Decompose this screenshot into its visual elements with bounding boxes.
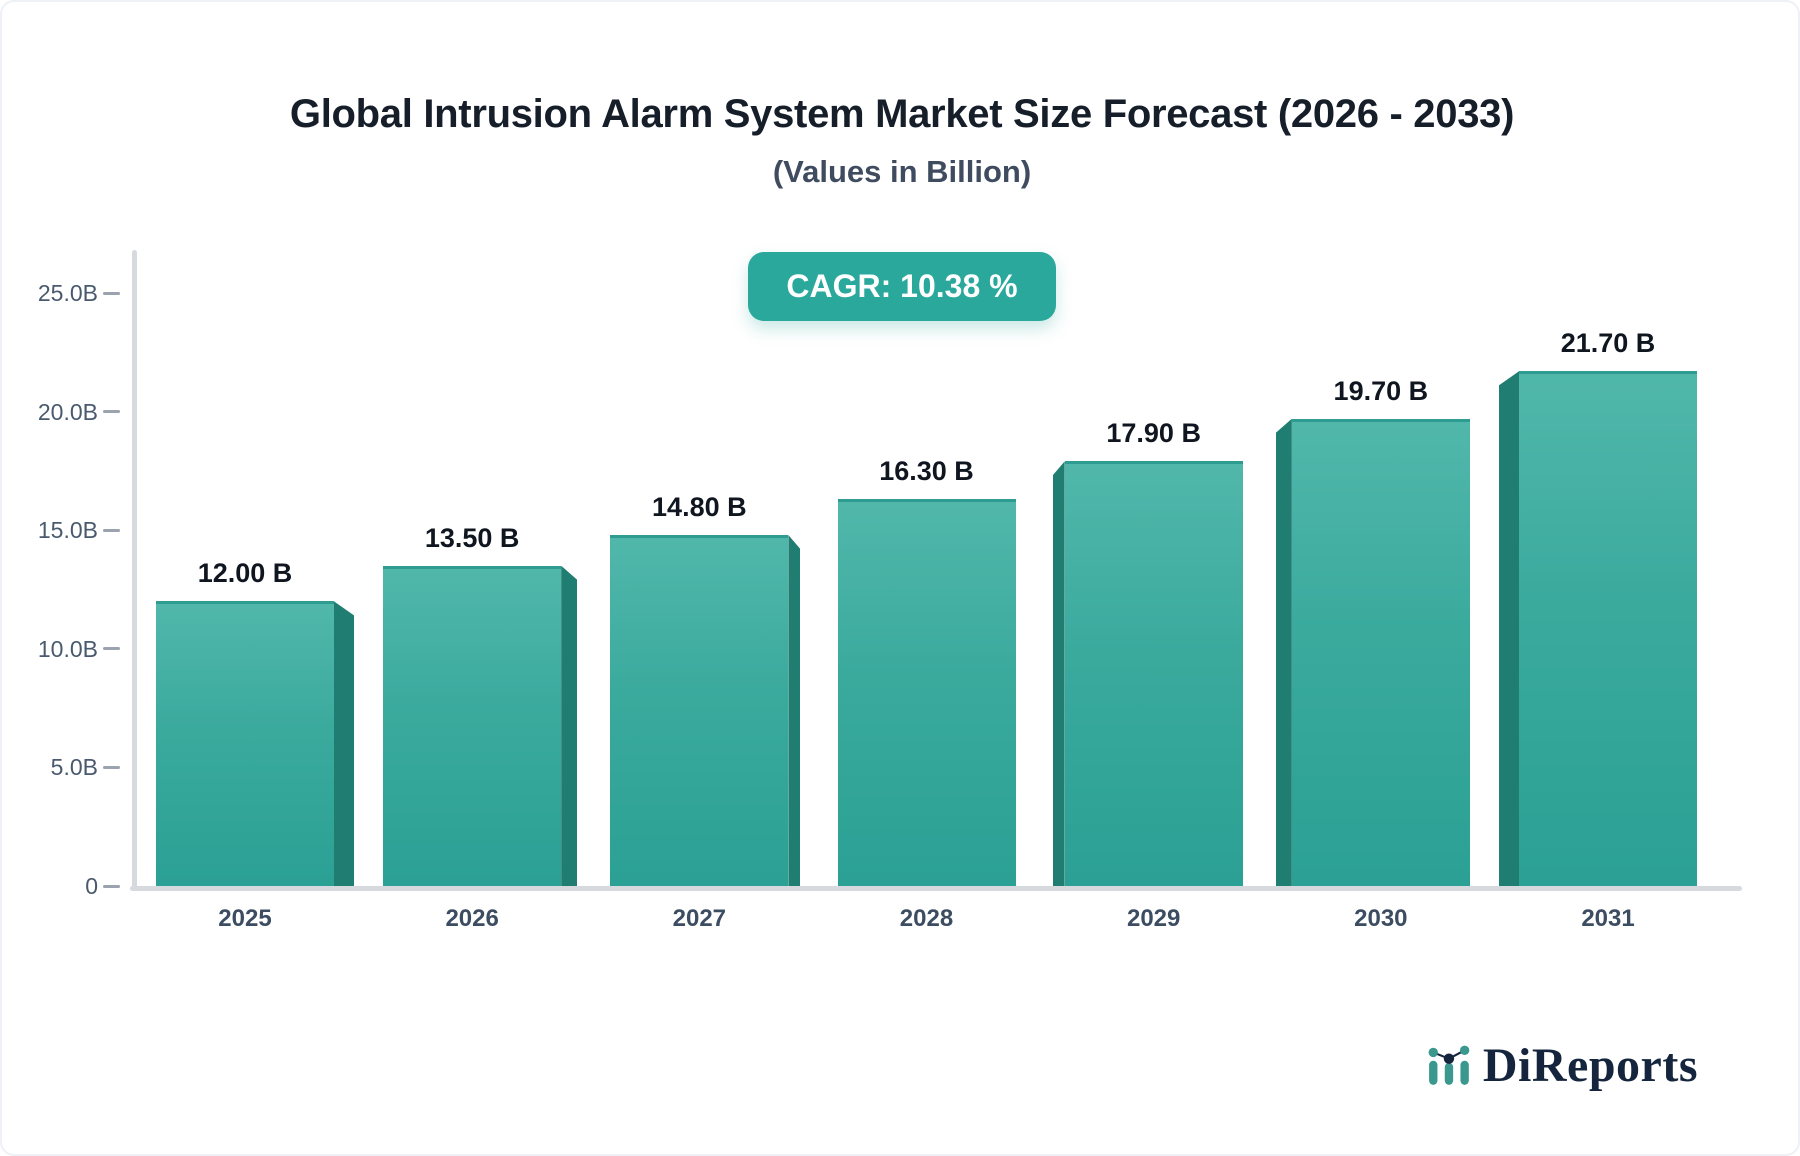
x-tick-label-2027: 2027 — [672, 904, 727, 932]
y-axis-line — [132, 250, 137, 891]
bar-side-face — [1275, 418, 1292, 886]
y-tick-mark — [103, 765, 120, 769]
bar-value-label: 19.70 B — [1333, 375, 1429, 406]
bar-side-face — [1052, 461, 1065, 886]
bar-front-face — [837, 499, 1016, 886]
bar-group-2029: 17.90 B 2029 — [1052, 418, 1243, 932]
y-tick-mark — [103, 410, 120, 414]
x-tick-label-2031: 2031 — [1581, 904, 1635, 932]
bar-side-face — [788, 534, 801, 886]
x-tick-label-2029: 2029 — [1126, 904, 1181, 932]
chart-title: Global Intrusion Alarm System Market Siz… — [289, 92, 1515, 136]
bar-group-2031: 21.70 B 2031 — [1499, 328, 1698, 932]
x-axis-line — [130, 886, 1742, 891]
bar-front-face — [156, 601, 334, 886]
y-tick-label: 10.0B — [37, 635, 98, 662]
x-tick-label-2028: 2028 — [899, 904, 954, 932]
bar-value-label: 13.50 B — [424, 522, 520, 553]
y-tick-mark — [103, 528, 120, 532]
bar-front-face — [383, 565, 562, 886]
y-tick-label: 25.0B — [37, 280, 98, 306]
chart-subtitle: (Values in Billion) — [772, 154, 1032, 189]
bar-front-face — [1519, 371, 1698, 886]
x-tick-label-2026: 2026 — [445, 904, 499, 932]
bar-value-label: 21.70 B — [1560, 328, 1656, 359]
bar-group-2026: 13.50 B 2026 — [383, 523, 578, 932]
cagr-badge: CAGR: 10.38 % — [748, 252, 1056, 321]
bar-side-face — [1499, 371, 1520, 886]
bar-group-2028: 16.30 B 2028 — [837, 456, 1016, 932]
bar-value-label: 14.80 B — [652, 491, 747, 522]
bar-side-face — [561, 565, 578, 886]
chart-header: Global Intrusion Alarm System Market Siz… — [2, 90, 1800, 190]
bar-value-label: 16.30 B — [879, 456, 974, 487]
bar-front-face — [610, 534, 789, 886]
y-tick-label: 5.0B — [50, 754, 98, 781]
bar-front-face — [1064, 461, 1243, 886]
bar-value-label: 17.90 B — [1106, 418, 1201, 449]
y-tick-mark — [103, 884, 120, 888]
x-tick-label-2030: 2030 — [1354, 904, 1408, 932]
direports-logo-text: DiReports — [1482, 1039, 1698, 1092]
y-tick-mark — [103, 291, 120, 295]
y-tick-label: 20.0B — [37, 398, 98, 425]
y-tick-mark — [103, 647, 120, 651]
y-tick-label: 0 — [85, 873, 98, 899]
bar-side-face — [334, 601, 354, 886]
direports-logo-icon — [1428, 1045, 1470, 1085]
cagr-badge-wrap: CAGR: 10.38 % — [2, 252, 1800, 321]
bar-group-2025: 12.00 B 2025 — [156, 558, 354, 932]
bar-value-label: 12.00 B — [197, 558, 293, 589]
bar-group-2027: 14.80 B 2027 — [610, 492, 801, 932]
y-tick-label: 15.0B — [37, 517, 98, 544]
bar-front-face — [1291, 418, 1470, 886]
bar-group-2030: 19.70 B 2030 — [1275, 376, 1470, 932]
x-tick-label-2025: 2025 — [218, 904, 272, 932]
direports-logo: DiReports — [1427, 1042, 1698, 1090]
